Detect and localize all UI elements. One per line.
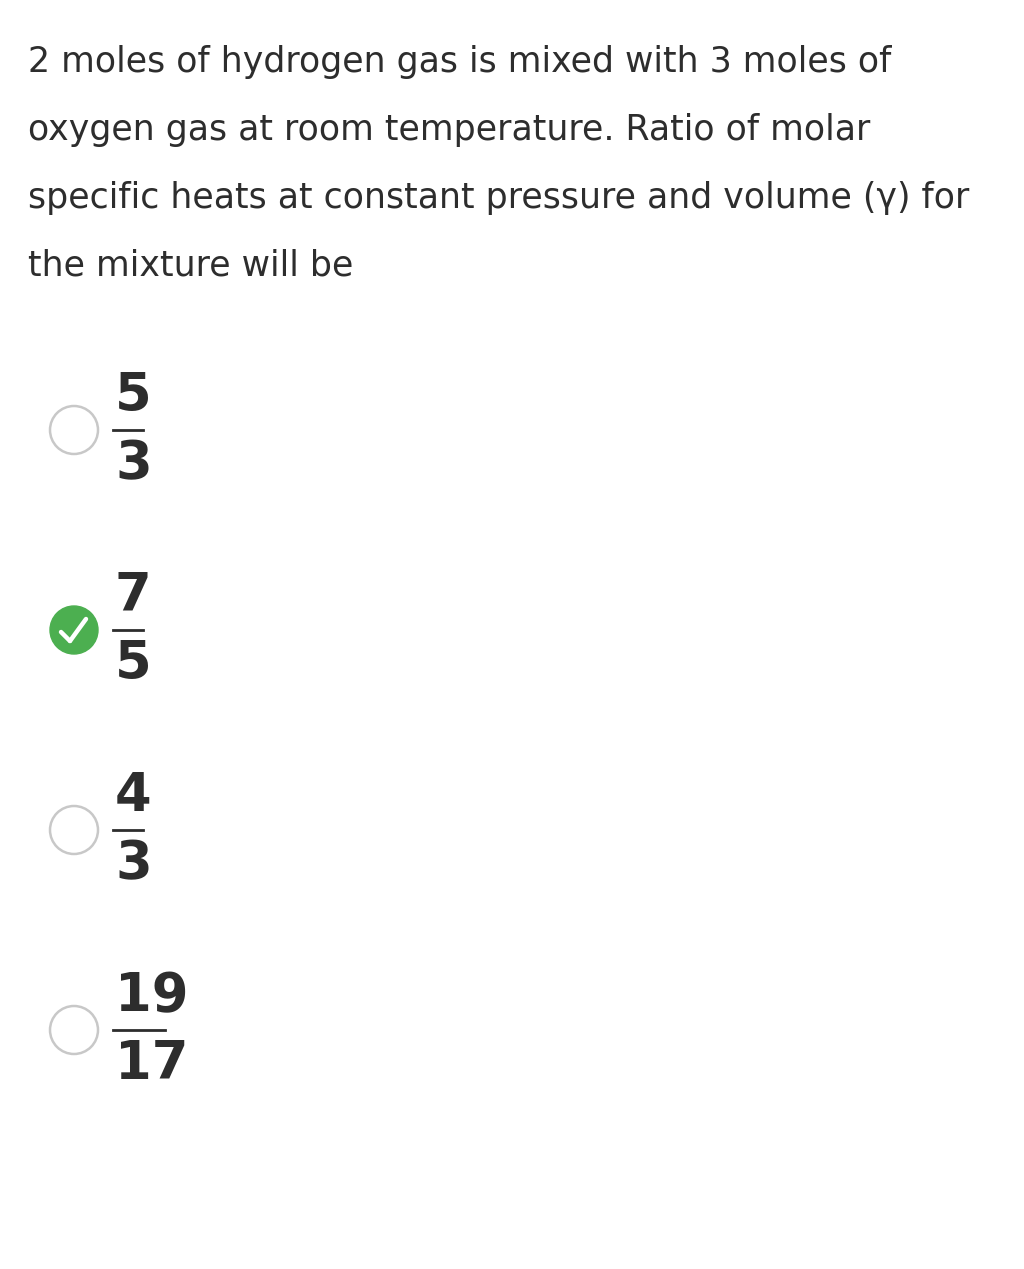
Text: specific heats at constant pressure and volume (γ) for: specific heats at constant pressure and …: [28, 181, 970, 214]
Text: 2 moles of hydrogen gas is mixed with 3 moles of: 2 moles of hydrogen gas is mixed with 3 …: [28, 44, 891, 79]
Text: the mixture will be: the mixture will be: [28, 249, 353, 283]
Text: 7: 7: [115, 570, 152, 622]
Text: 3: 3: [115, 438, 152, 490]
Text: 3: 3: [115, 838, 152, 890]
Text: oxygen gas at room temperature. Ratio of molar: oxygen gas at room temperature. Ratio of…: [28, 113, 870, 147]
Text: 5: 5: [115, 371, 152, 423]
Circle shape: [50, 607, 98, 654]
Text: 17: 17: [115, 1038, 188, 1090]
Text: 4: 4: [115, 770, 152, 822]
Text: 5: 5: [115, 638, 152, 690]
Text: 19: 19: [115, 970, 188, 1022]
